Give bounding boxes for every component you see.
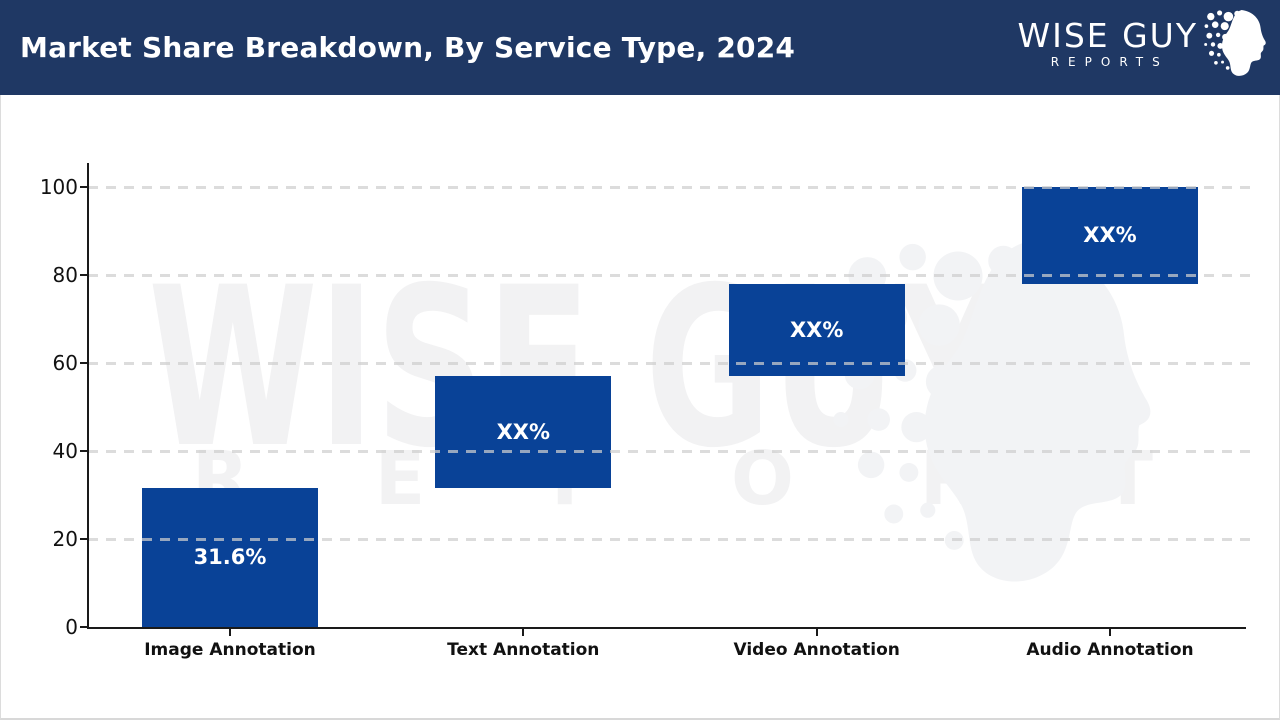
bar-value-label-image-annotation: 31.6% [193,545,267,570]
logo-subtitle: REPORTS [1050,55,1169,70]
x-axis-line [87,627,1246,629]
x-axis-label-video-annotation: Video Annotation [733,640,900,660]
y-tick-label-0: 0 [65,615,78,639]
x-axis-label-image-annotation: Image Annotation [144,640,316,660]
y-tick-mark-80 [80,274,88,276]
gridline-100 [88,186,1256,189]
gridline-40 [88,450,1256,453]
y-tick-mark-40 [80,450,88,452]
x-axis-label-audio-annotation: Audio Annotation [1026,640,1194,660]
y-tick-mark-100 [80,186,88,188]
y-axis-line [87,163,89,629]
y-tick-label-60: 60 [52,351,78,375]
logo-head-icon [1204,10,1266,76]
watermark-head-icon [833,242,1151,582]
bar-value-label-text-annotation: XX% [496,420,551,445]
x-tick-mark-text-annotation [522,629,525,636]
x-tick-mark-video-annotation [815,629,818,636]
y-tick-mark-60 [80,362,88,364]
bar-image-annotation: 31.6% [142,487,318,627]
bar-value-label-video-annotation: XX% [789,317,844,342]
y-tick-label-40: 40 [52,439,78,463]
y-tick-mark-0 [80,626,88,628]
x-tick-mark-image-annotation [229,629,231,636]
header-banner: Market Share Breakdown, By Service Type,… [0,0,1280,95]
page-title: Market Share Breakdown, By Service Type,… [20,31,796,64]
bar-audio-annotation: XX% [1022,187,1198,284]
bar-text-annotation: XX% [435,376,612,488]
wise-guy-reports-logo: WISE GUY REPORTS [1017,6,1268,80]
gridline-20 [88,538,1256,541]
y-tick-label-100: 100 [39,175,78,199]
logo-text: WISE GUY REPORTS [1017,15,1198,70]
bar-value-label-audio-annotation: XX% [1083,223,1137,248]
x-axis-label-text-annotation: Text Annotation [447,640,600,660]
gridline-80 [88,274,1256,277]
x-tick-mark-audio-annotation [1109,629,1111,636]
logo-wordmark: WISE GUY [1017,15,1198,55]
gridline-60 [88,362,1256,365]
y-tick-label-20: 20 [52,527,78,551]
bar-video-annotation: XX% [728,283,905,377]
y-tick-label-80: 80 [52,263,78,287]
y-tick-mark-20 [80,538,88,540]
